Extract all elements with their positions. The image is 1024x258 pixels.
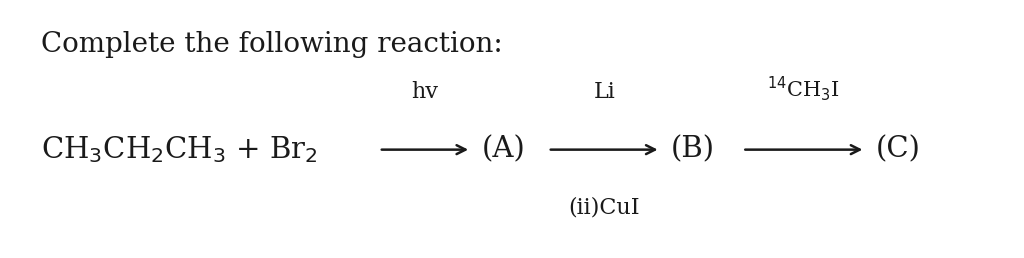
Text: Complete the following reaction:: Complete the following reaction: [41,31,503,58]
Text: (C): (C) [876,136,921,164]
Text: (A): (A) [481,136,525,164]
Text: hv: hv [412,81,438,103]
Text: (ii)CuI: (ii)CuI [568,196,640,218]
Text: CH$_3$CH$_2$CH$_3$ + Br$_2$: CH$_3$CH$_2$CH$_3$ + Br$_2$ [41,134,317,165]
Text: $^{14}$CH$_3$I: $^{14}$CH$_3$I [767,74,841,103]
Text: (B): (B) [671,136,715,164]
Text: Li: Li [593,81,615,103]
